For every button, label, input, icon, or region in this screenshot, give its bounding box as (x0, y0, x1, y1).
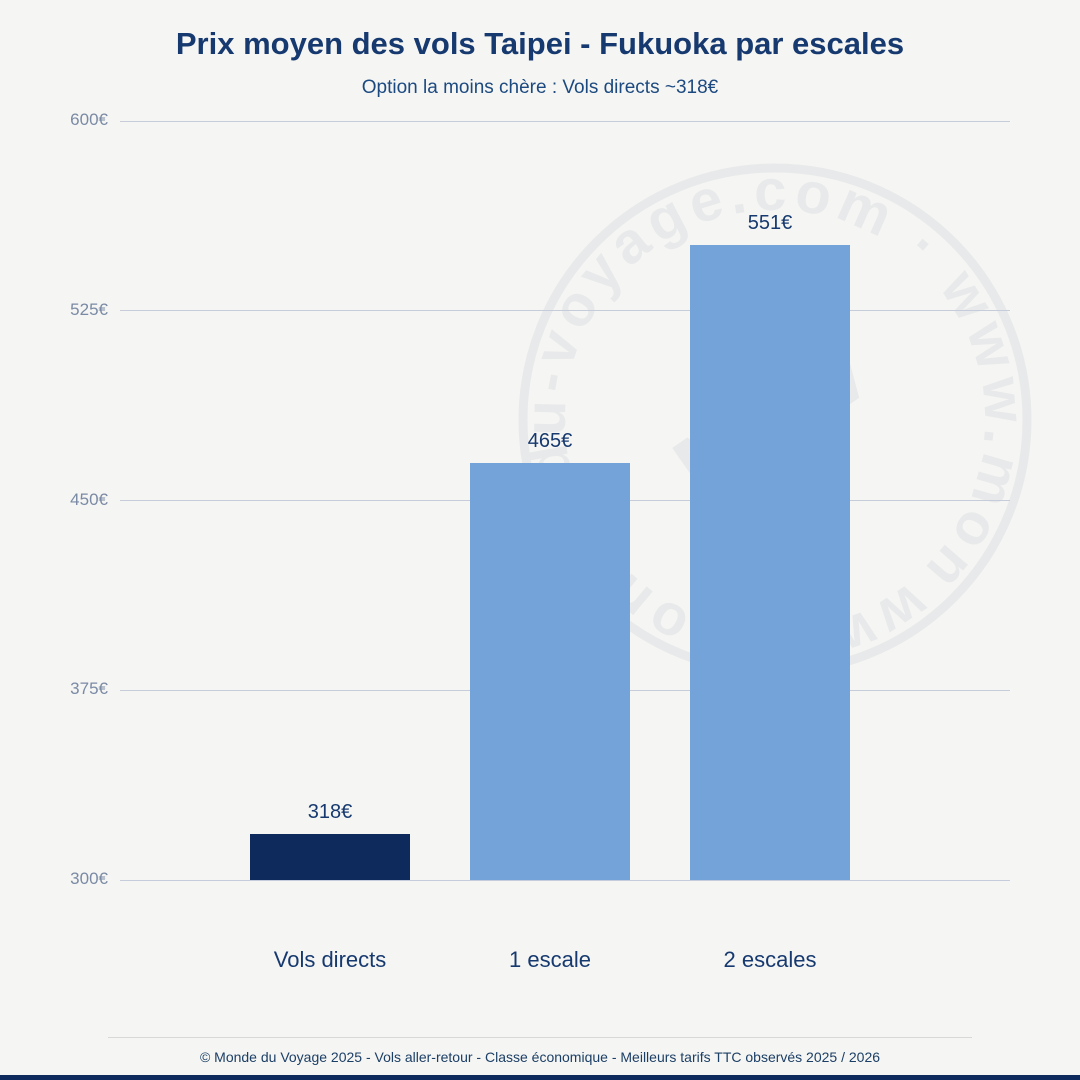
x-category-label: Vols directs (273, 947, 387, 972)
gridline (120, 120, 1010, 122)
x-category-label: 1 escale (509, 947, 591, 972)
y-tick-label: 300€ (70, 869, 108, 888)
y-tick-label: 600€ (70, 110, 108, 129)
footer-divider (108, 1037, 972, 1038)
bar-value-label: 318€ (307, 801, 353, 824)
bar-value-label: 465€ (527, 429, 573, 452)
bar (250, 834, 410, 880)
bar (470, 462, 630, 880)
bar (690, 244, 850, 880)
footer-text: © Monde du Voyage 2025 - Vols aller-reto… (199, 1049, 881, 1065)
gridline (120, 879, 1010, 881)
bar-value-label: 551€ (747, 211, 793, 234)
bottom-strip (0, 1075, 1080, 1080)
chart-title: Prix moyen des vols Taipei - Fukuoka par… (175, 26, 905, 61)
y-tick-label: 450€ (70, 489, 108, 509)
chart-subtitle: Option la moins chère : Vols directs ~31… (361, 77, 719, 98)
y-tick-label: 525€ (70, 299, 108, 319)
x-category-label: 2 escales (723, 947, 817, 972)
y-tick-label: 375€ (70, 679, 108, 699)
gridline (120, 310, 1010, 312)
